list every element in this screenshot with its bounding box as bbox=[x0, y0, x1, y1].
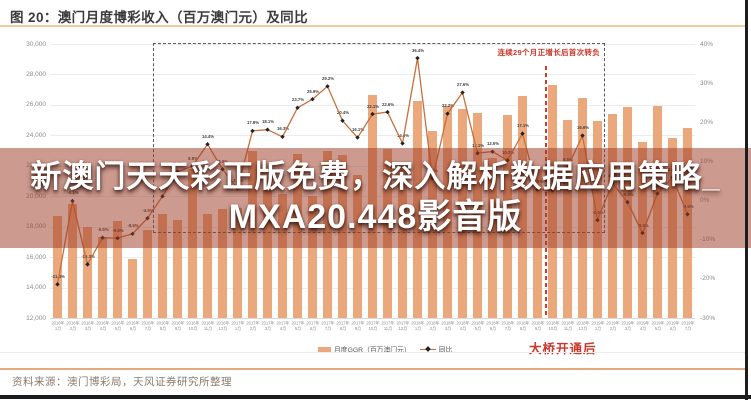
x-axis-label: 2016年 12月 bbox=[215, 320, 230, 331]
x-axis-label: 2018年 11月 bbox=[560, 320, 575, 331]
figure-bottom-line bbox=[0, 352, 745, 353]
x-axis-label: 2017年 6月 bbox=[305, 320, 320, 331]
x-axis-label: 2016年 2月 bbox=[65, 320, 80, 331]
page-border-right bbox=[745, 0, 748, 400]
x-axis-label: 2018年 5月 bbox=[470, 320, 485, 331]
yoy-point-label: -21.4% bbox=[50, 273, 65, 279]
bridge-annotation: 大桥开通后 bbox=[529, 342, 597, 356]
left-axis-tick: 30,000 bbox=[26, 40, 46, 48]
right-axis-tick: 40% bbox=[700, 40, 714, 48]
x-axis-label: 2016年 11月 bbox=[200, 320, 215, 331]
source-divider bbox=[0, 368, 745, 370]
title-divider bbox=[0, 25, 745, 27]
x-axis-label: 2019年 6月 bbox=[665, 320, 680, 331]
left-axis-tick: 14,000 bbox=[26, 284, 46, 292]
x-axis-label: 2017年 3月 bbox=[260, 320, 275, 331]
x-axis-label: 2017年 1月 bbox=[230, 320, 245, 331]
streak-annotation: 连续29个月正增长后首次转负 bbox=[497, 48, 600, 57]
x-axis-label: 2018年 9月 bbox=[530, 320, 545, 331]
x-axis-label: 2016年 5月 bbox=[110, 320, 125, 331]
x-axis-label: 2017年 9月 bbox=[350, 320, 365, 331]
x-axis-label: 2016年 1月 bbox=[50, 320, 65, 331]
x-axis-label: 2019年 1月 bbox=[590, 320, 605, 331]
x-axis-label: 2019年 7月 bbox=[680, 320, 695, 331]
legend-ggr-label: 月度GGR（百万澳门元） bbox=[334, 347, 411, 354]
x-axis-label: 2017年 2月 bbox=[245, 320, 260, 331]
x-axis-label: 2017年 8月 bbox=[335, 320, 350, 331]
line-diamond-swatch-icon bbox=[419, 346, 436, 353]
x-axis-label: 2017年 10月 bbox=[365, 320, 380, 331]
x-axis-label: 2016年 8月 bbox=[155, 320, 170, 331]
x-axis-label: 2019年 3月 bbox=[620, 320, 635, 331]
x-axis-label: 2017年 11月 bbox=[380, 320, 395, 331]
ggr-bar bbox=[98, 236, 107, 318]
x-axis-label: 2019年 5月 bbox=[650, 320, 665, 331]
x-axis-label: 2018年 7月 bbox=[500, 320, 515, 331]
x-axis-label: 2017年 5月 bbox=[290, 320, 305, 331]
left-axis-tick: 26,000 bbox=[26, 101, 46, 109]
watermark-line2: MXA20.448影音版 bbox=[228, 197, 523, 236]
yoy-point-label: 36.4% bbox=[411, 47, 424, 53]
x-axis-label: 2016年 6月 bbox=[125, 320, 140, 331]
x-axis-label: 2018年 4月 bbox=[455, 320, 470, 331]
x-axis-label: 2018年 12月 bbox=[575, 320, 590, 331]
x-axis-label: 2019年 2月 bbox=[605, 320, 620, 331]
legend-yoy-label: 同比 bbox=[438, 347, 453, 354]
x-axis-label: 2016年 9月 bbox=[170, 320, 185, 331]
bar-swatch-icon bbox=[318, 346, 331, 352]
watermark-line1: 新澳门天天彩正版免费，深入解析数据应用策略_ bbox=[30, 159, 721, 195]
page-border-bottom bbox=[0, 395, 751, 399]
figure-title: 图 20：澳门月度博彩收入（百万澳门元）及同比 bbox=[10, 10, 308, 25]
x-axis-label: 2016年 4月 bbox=[95, 320, 110, 331]
chart-legend: 月度GGR（百万澳门元） 同比 bbox=[318, 344, 452, 354]
x-axis-label: 2019年 4月 bbox=[635, 320, 650, 331]
left-axis-tick: 24,000 bbox=[26, 131, 46, 139]
right-axis-tick: -30% bbox=[700, 314, 716, 322]
legend-item-ggr: 月度GGR（百万澳门元） bbox=[318, 344, 411, 354]
x-axis-label: 2018年 10月 bbox=[545, 320, 560, 331]
x-axis-label: 2018年 1月 bbox=[410, 320, 425, 331]
right-axis-tick: 20% bbox=[700, 118, 714, 126]
gridline bbox=[50, 318, 695, 319]
gridline bbox=[50, 44, 695, 45]
left-axis-tick: 16,000 bbox=[26, 253, 46, 261]
x-axis-label: 2018年 3月 bbox=[440, 320, 455, 331]
watermark-overlay: 新澳门天天彩正版免费，深入解析数据应用策略_ MXA20.448影音版 bbox=[0, 148, 751, 248]
x-axis-label: 2016年 10月 bbox=[185, 320, 200, 331]
x-axis-label: 2016年 3月 bbox=[80, 320, 95, 331]
x-axis-label: 2018年 8月 bbox=[515, 320, 530, 331]
ggr-bar bbox=[128, 258, 137, 318]
x-axis-label: 2018年 2月 bbox=[425, 320, 440, 331]
x-axis-label: 2017年 12月 bbox=[395, 320, 410, 331]
x-axis-label: 2017年 4月 bbox=[275, 320, 290, 331]
right-axis-tick: -20% bbox=[700, 275, 716, 283]
right-axis-tick: 30% bbox=[700, 79, 714, 87]
left-axis-tick: 28,000 bbox=[26, 70, 46, 78]
x-axis-label: 2016年 7月 bbox=[140, 320, 155, 331]
legend-item-yoy: 同比 bbox=[419, 344, 453, 354]
x-axis-label: 2017年 7月 bbox=[320, 320, 335, 331]
yoy-point-label: -16.3% bbox=[80, 253, 95, 259]
x-axis-label: 2018年 6月 bbox=[485, 320, 500, 331]
source-note: 资料来源：澳门博彩局，天风证券研究所整理 bbox=[12, 376, 232, 388]
left-axis-tick: 12,000 bbox=[26, 314, 46, 322]
